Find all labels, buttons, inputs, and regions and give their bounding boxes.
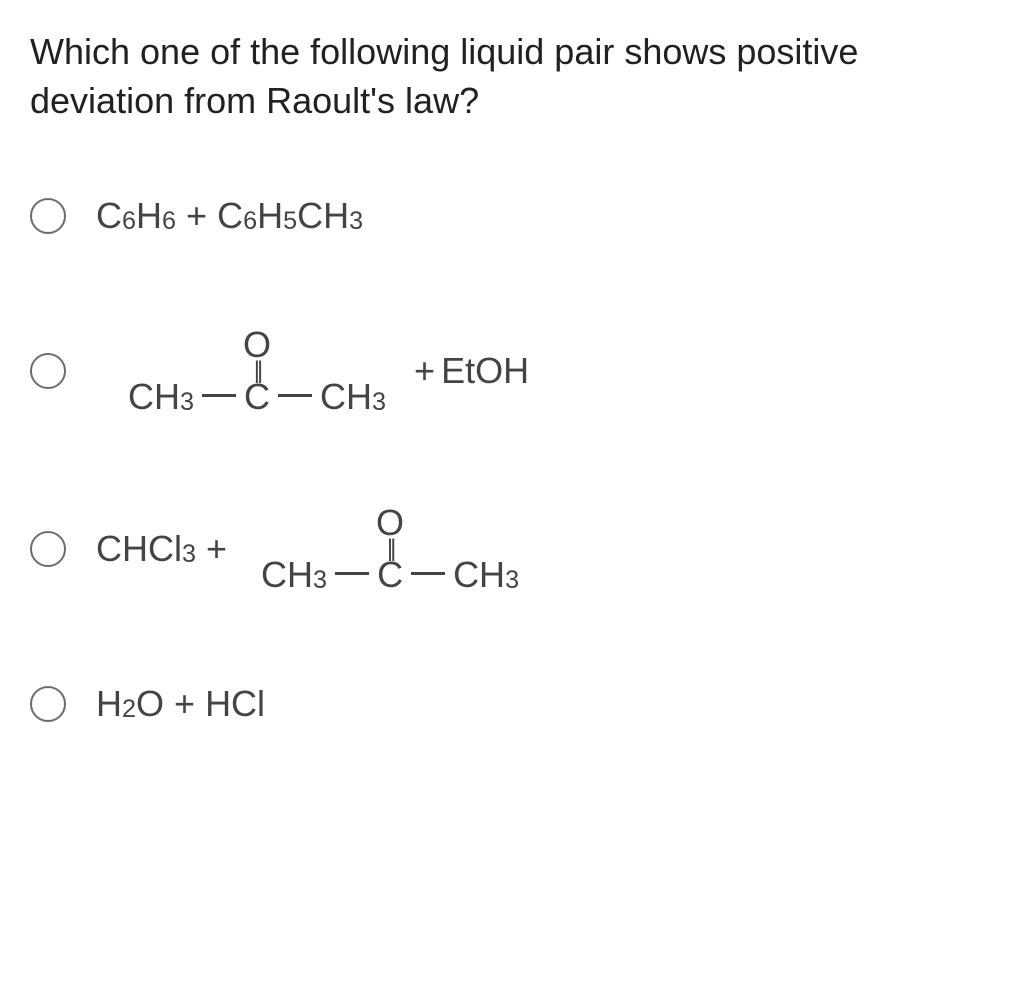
bond-icon bbox=[202, 394, 236, 397]
txt: H bbox=[96, 683, 122, 725]
radio-icon[interactable] bbox=[30, 353, 66, 389]
methyl-left: CH3 bbox=[261, 557, 327, 593]
option-c[interactable]: CHCl3 + O || CH3 C CH3 bbox=[30, 505, 994, 593]
sub: 2 bbox=[122, 697, 136, 722]
radio-icon[interactable] bbox=[30, 198, 66, 234]
sub: 3 bbox=[180, 390, 194, 415]
txt: H bbox=[136, 195, 162, 237]
radio-icon[interactable] bbox=[30, 686, 66, 722]
sub: 3 bbox=[349, 209, 363, 234]
txt: O bbox=[136, 683, 164, 725]
option-d-content: H2O + HCl bbox=[96, 683, 265, 725]
txt: C bbox=[96, 195, 122, 237]
txt: C bbox=[217, 195, 243, 237]
methyl-right: CH3 bbox=[453, 557, 519, 593]
acetone-main-chain: CH3 C CH3 bbox=[128, 379, 386, 415]
carbon-center: C bbox=[244, 379, 270, 415]
formula-chcl3: CHCl3 bbox=[96, 528, 196, 570]
bond-icon bbox=[278, 394, 312, 397]
option-c-content: CHCl3 + O || CH3 C CH3 bbox=[96, 505, 525, 593]
acetone-main-chain: CH3 C CH3 bbox=[261, 557, 519, 593]
bond-icon bbox=[335, 572, 369, 575]
plus-sign: + bbox=[414, 350, 435, 392]
sub: 3 bbox=[372, 390, 386, 415]
option-a[interactable]: C6H6 + C6H5CH3 bbox=[30, 195, 994, 237]
formula-c6h6: C6H6 bbox=[96, 195, 176, 237]
sub: 3 bbox=[505, 568, 519, 593]
plus-sign: + bbox=[206, 528, 227, 570]
txt: CH bbox=[261, 557, 313, 593]
carbon-center: C bbox=[377, 557, 403, 593]
txt: CH bbox=[128, 379, 180, 415]
etoh-text: EtOH bbox=[441, 350, 529, 392]
sub: 3 bbox=[313, 568, 327, 593]
acetone-structure: O || CH3 C CH3 bbox=[128, 327, 386, 415]
question-text: Which one of the following liquid pair s… bbox=[30, 28, 994, 125]
methyl-right: CH3 bbox=[320, 379, 386, 415]
acetone-structure: O || CH3 C CH3 bbox=[261, 505, 519, 593]
sub: 6 bbox=[162, 209, 176, 234]
question-line-2: deviation from Raoult's law? bbox=[30, 80, 479, 121]
txt: H bbox=[257, 195, 283, 237]
sub: 6 bbox=[243, 209, 257, 234]
radio-icon[interactable] bbox=[30, 531, 66, 567]
option-b[interactable]: O || CH3 C CH3 + EtOH bbox=[30, 327, 994, 415]
option-d[interactable]: H2O + HCl bbox=[30, 683, 994, 725]
txt: CH bbox=[297, 195, 349, 237]
plus-sign: + bbox=[174, 683, 195, 725]
question-line-1: Which one of the following liquid pair s… bbox=[30, 31, 858, 72]
txt: CH bbox=[320, 379, 372, 415]
formula-c6h5ch3: C6H5CH3 bbox=[217, 195, 363, 237]
bond-icon bbox=[411, 572, 445, 575]
plus-sign: + bbox=[186, 195, 207, 237]
methyl-left: CH3 bbox=[128, 379, 194, 415]
sub: 5 bbox=[283, 209, 297, 234]
option-b-content: O || CH3 C CH3 + EtOH bbox=[96, 327, 529, 415]
question-page: Which one of the following liquid pair s… bbox=[0, 0, 1024, 725]
sub: 6 bbox=[122, 209, 136, 234]
txt: CHCl bbox=[96, 528, 182, 570]
formula-hcl: HCl bbox=[205, 683, 265, 725]
txt: CH bbox=[453, 557, 505, 593]
option-a-content: C6H6 + C6H5CH3 bbox=[96, 195, 363, 237]
sub: 3 bbox=[182, 542, 196, 567]
formula-h2o: H2O bbox=[96, 683, 164, 725]
